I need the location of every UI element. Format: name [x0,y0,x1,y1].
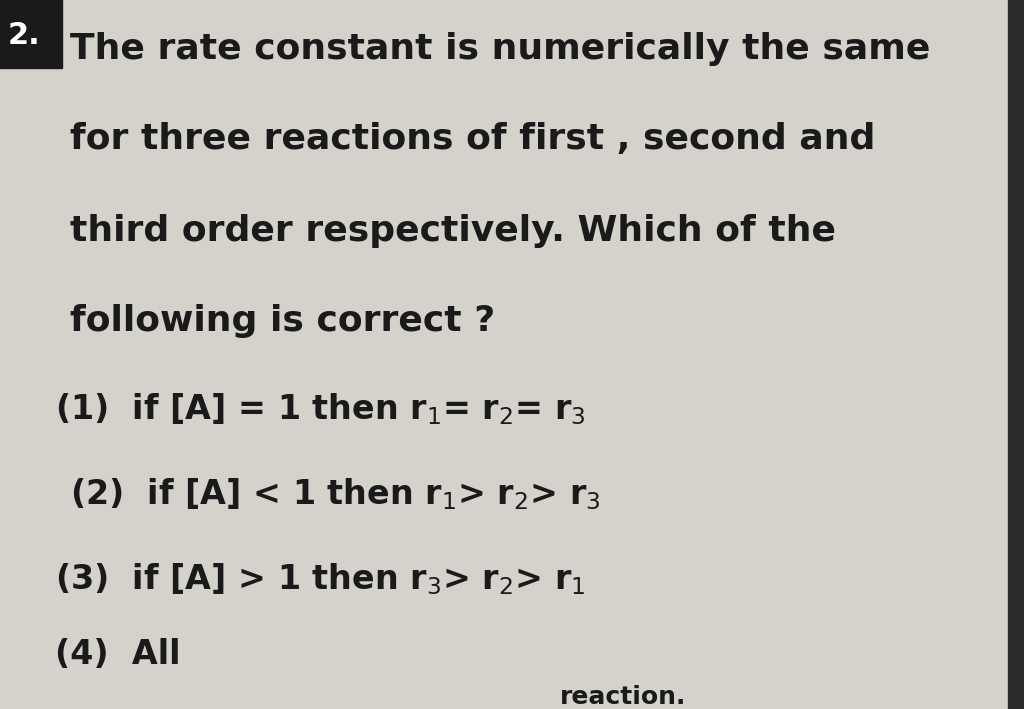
Text: (1)  if [A] = 1 then r$_1$= r$_2$= r$_3$: (1) if [A] = 1 then r$_1$= r$_2$= r$_3$ [55,391,586,427]
Text: reaction.: reaction. [560,685,686,709]
Bar [1008,0,1024,709]
Text: third order respectively. Which of the: third order respectively. Which of the [70,214,836,248]
Bar [0,0,62,68]
Text: (3)  if [A] > 1 then r$_3$> r$_2$> r$_1$: (3) if [A] > 1 then r$_3$> r$_2$> r$_1$ [55,561,586,597]
Text: for three reactions of first , second and: for three reactions of first , second an… [70,122,876,156]
Text: (4)  All: (4) All [55,637,180,671]
Text: The rate constant is numerically the same: The rate constant is numerically the sam… [70,32,931,66]
Text: 2.: 2. [8,21,41,50]
Text: (2)  if [A] < 1 then r$_1$> r$_2$> r$_3$: (2) if [A] < 1 then r$_1$> r$_2$> r$_3$ [70,476,601,512]
Text: following is correct ?: following is correct ? [70,304,496,338]
